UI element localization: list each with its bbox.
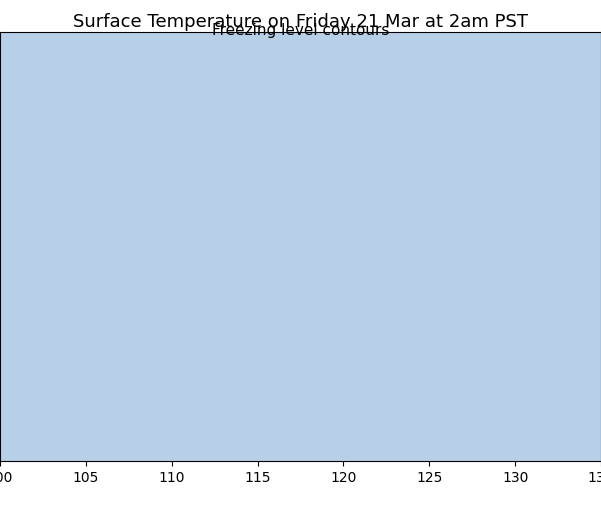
Text: Freezing level contours: Freezing level contours — [212, 23, 389, 38]
Text: Surface Temperature on Friday 21 Mar at 2am PST: Surface Temperature on Friday 21 Mar at … — [73, 13, 528, 31]
